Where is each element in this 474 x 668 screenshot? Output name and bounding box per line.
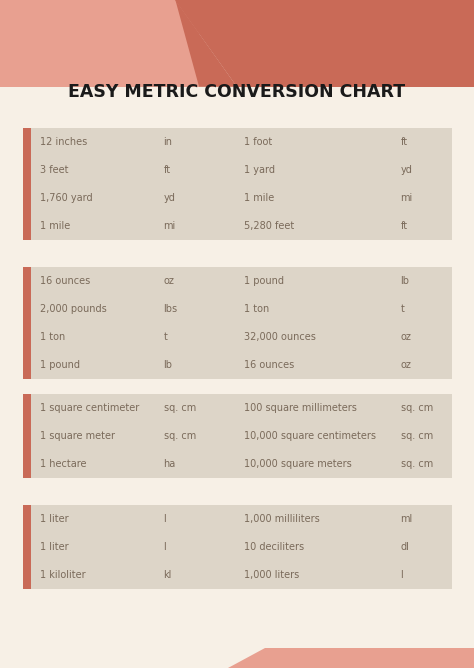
Text: lb: lb [164, 361, 173, 370]
Text: 100 square millimeters: 100 square millimeters [244, 403, 357, 413]
FancyBboxPatch shape [23, 394, 452, 478]
FancyBboxPatch shape [23, 394, 31, 478]
Polygon shape [175, 0, 237, 87]
Text: 1 mile: 1 mile [244, 194, 274, 203]
Text: 10 deciliters: 10 deciliters [244, 542, 304, 552]
Text: 1,000 milliliters: 1,000 milliliters [244, 514, 320, 524]
Text: ml: ml [401, 514, 413, 524]
Text: sq. cm: sq. cm [164, 403, 196, 413]
Text: l: l [164, 514, 166, 524]
Text: 1 pound: 1 pound [244, 277, 284, 286]
Text: 1 hectare: 1 hectare [40, 460, 87, 469]
Text: t: t [401, 305, 404, 314]
Text: 1 foot: 1 foot [244, 138, 273, 147]
Polygon shape [228, 648, 474, 668]
Text: oz: oz [401, 361, 411, 370]
Text: 1,000 liters: 1,000 liters [244, 570, 300, 580]
Text: 1,760 yard: 1,760 yard [40, 194, 93, 203]
Text: EASY METRIC CONVERSION CHART: EASY METRIC CONVERSION CHART [68, 84, 406, 101]
Text: 1 pound: 1 pound [40, 361, 80, 370]
Text: l: l [164, 542, 166, 552]
FancyBboxPatch shape [23, 128, 452, 240]
FancyBboxPatch shape [23, 505, 452, 589]
Text: 1 square centimeter: 1 square centimeter [40, 403, 139, 413]
Text: dl: dl [401, 542, 410, 552]
Text: 10,000 square meters: 10,000 square meters [244, 460, 352, 469]
FancyBboxPatch shape [23, 267, 452, 379]
Text: sq. cm: sq. cm [401, 403, 433, 413]
Text: 1 liter: 1 liter [40, 542, 69, 552]
Text: 10,000 square centimeters: 10,000 square centimeters [244, 432, 376, 441]
FancyBboxPatch shape [23, 128, 31, 240]
Text: 1 yard: 1 yard [244, 166, 275, 175]
Text: ft: ft [164, 166, 171, 175]
Text: 1 mile: 1 mile [40, 222, 71, 231]
Text: 2,000 pounds: 2,000 pounds [40, 305, 107, 314]
FancyBboxPatch shape [23, 267, 31, 379]
Text: 16 ounces: 16 ounces [244, 361, 294, 370]
Text: yd: yd [164, 194, 175, 203]
Text: 3 feet: 3 feet [40, 166, 69, 175]
Text: 1 liter: 1 liter [40, 514, 69, 524]
Text: sq. cm: sq. cm [164, 432, 196, 441]
Text: l: l [401, 570, 403, 580]
Text: oz: oz [401, 333, 411, 342]
Text: ha: ha [164, 460, 176, 469]
Text: yd: yd [401, 166, 412, 175]
Text: sq. cm: sq. cm [401, 432, 433, 441]
Text: 1 ton: 1 ton [40, 333, 65, 342]
Text: 1 kiloliter: 1 kiloliter [40, 570, 86, 580]
Text: sq. cm: sq. cm [401, 460, 433, 469]
Text: mi: mi [164, 222, 176, 231]
Text: 12 inches: 12 inches [40, 138, 88, 147]
Text: 1 square meter: 1 square meter [40, 432, 115, 441]
Text: lbs: lbs [164, 305, 178, 314]
Text: oz: oz [164, 277, 174, 286]
Text: 32,000 ounces: 32,000 ounces [244, 333, 316, 342]
FancyBboxPatch shape [23, 505, 31, 589]
Polygon shape [0, 0, 199, 87]
Text: 16 ounces: 16 ounces [40, 277, 91, 286]
Polygon shape [175, 0, 474, 87]
Text: lb: lb [401, 277, 410, 286]
Text: in: in [164, 138, 173, 147]
Text: mi: mi [401, 194, 413, 203]
Text: ft: ft [401, 222, 408, 231]
Text: 5,280 feet: 5,280 feet [244, 222, 294, 231]
Text: t: t [164, 333, 167, 342]
Text: kl: kl [164, 570, 172, 580]
Text: 1 ton: 1 ton [244, 305, 269, 314]
Text: ft: ft [401, 138, 408, 147]
